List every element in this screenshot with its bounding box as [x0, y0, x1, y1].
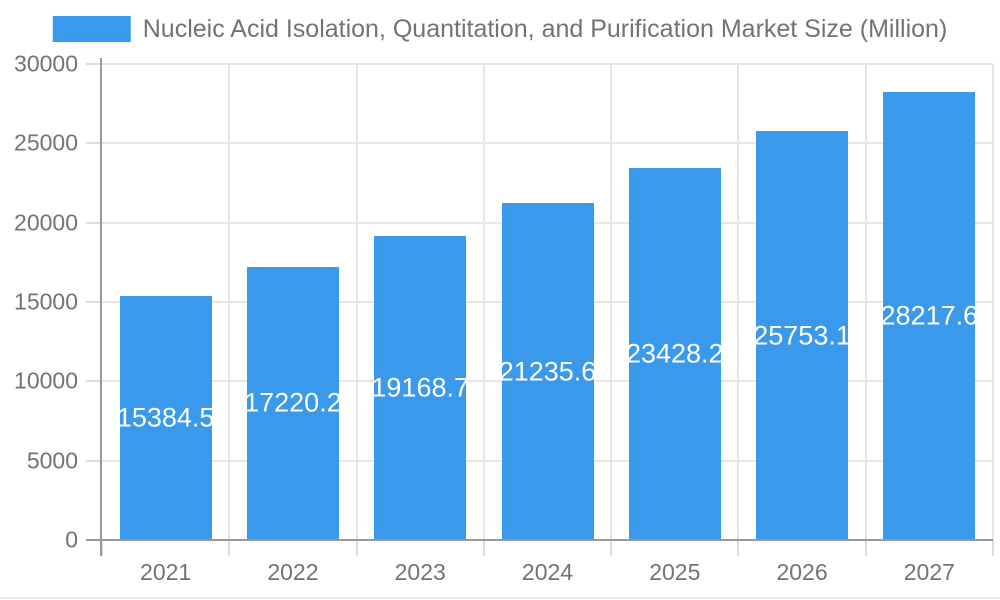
- bar-value-label: 19168.7: [371, 372, 470, 403]
- x-axis-line: [86, 539, 993, 541]
- legend-swatch: [52, 16, 131, 42]
- bar-value-label: 28217.6: [880, 300, 979, 331]
- gridline-vertical: [482, 64, 485, 540]
- x-axis-label: 2024: [521, 559, 574, 585]
- y-axis-label: 0: [65, 526, 78, 553]
- bar[interactable]: [501, 203, 594, 540]
- bar-value-label: 25753.1: [753, 320, 851, 351]
- y-axis-label: 15000: [14, 288, 78, 315]
- y-axis-tick: [86, 380, 102, 383]
- y-axis-tick: [86, 459, 102, 462]
- x-axis-label: 2027: [903, 559, 955, 585]
- x-axis-tick: [482, 540, 485, 556]
- x-axis-tick: [610, 540, 613, 556]
- y-axis-label: 30000: [14, 50, 78, 77]
- gridline-vertical: [737, 64, 740, 540]
- bottom-divider: [0, 597, 1000, 599]
- x-axis-tick: [737, 540, 740, 556]
- y-axis-label: 20000: [14, 209, 78, 236]
- bar[interactable]: [119, 295, 212, 540]
- gridline-vertical: [864, 64, 867, 540]
- bar-value-label: 15384.5: [116, 402, 215, 433]
- y-axis-label: 10000: [14, 367, 78, 394]
- x-axis-label: 2025: [649, 559, 701, 585]
- x-axis-label: 2022: [267, 559, 319, 585]
- x-axis-tick: [992, 540, 994, 556]
- x-axis-tick: [355, 540, 358, 556]
- bar[interactable]: [246, 266, 339, 540]
- gridline-vertical: [355, 64, 358, 540]
- y-axis-tick: [86, 63, 102, 65]
- x-axis-tick: [101, 540, 103, 556]
- bar[interactable]: [756, 131, 849, 540]
- y-axis-tick: [86, 142, 102, 145]
- bar[interactable]: [883, 92, 976, 540]
- legend-label: Nucleic Acid Isolation, Quantitation, an…: [142, 15, 948, 43]
- y-axis-label: 5000: [26, 447, 78, 474]
- bar[interactable]: [628, 168, 721, 540]
- x-axis-label: 2026: [776, 559, 828, 585]
- y-axis-tick: [86, 221, 102, 224]
- y-axis-label: 25000: [14, 129, 78, 156]
- y-axis-line: [100, 58, 102, 556]
- bar-value-label: 23428.2: [625, 338, 724, 369]
- gridline-vertical: [610, 64, 613, 540]
- x-axis-tick: [864, 540, 867, 556]
- gridline-horizontal: [102, 63, 993, 65]
- gridline-horizontal: [102, 142, 993, 145]
- x-axis-tick: [228, 540, 231, 556]
- x-axis-label: 2021: [140, 559, 192, 585]
- gridline-vertical: [992, 64, 994, 540]
- y-axis-tick: [86, 301, 102, 303]
- legend[interactable]: Nucleic Acid Isolation, Quantitation, an…: [52, 15, 948, 43]
- bar-value-label: 17220.2: [244, 387, 342, 418]
- gridline-vertical: [228, 64, 231, 540]
- x-axis-label: 2023: [394, 559, 446, 585]
- bar-value-label: 21235.6: [498, 356, 597, 387]
- bar[interactable]: [374, 235, 467, 540]
